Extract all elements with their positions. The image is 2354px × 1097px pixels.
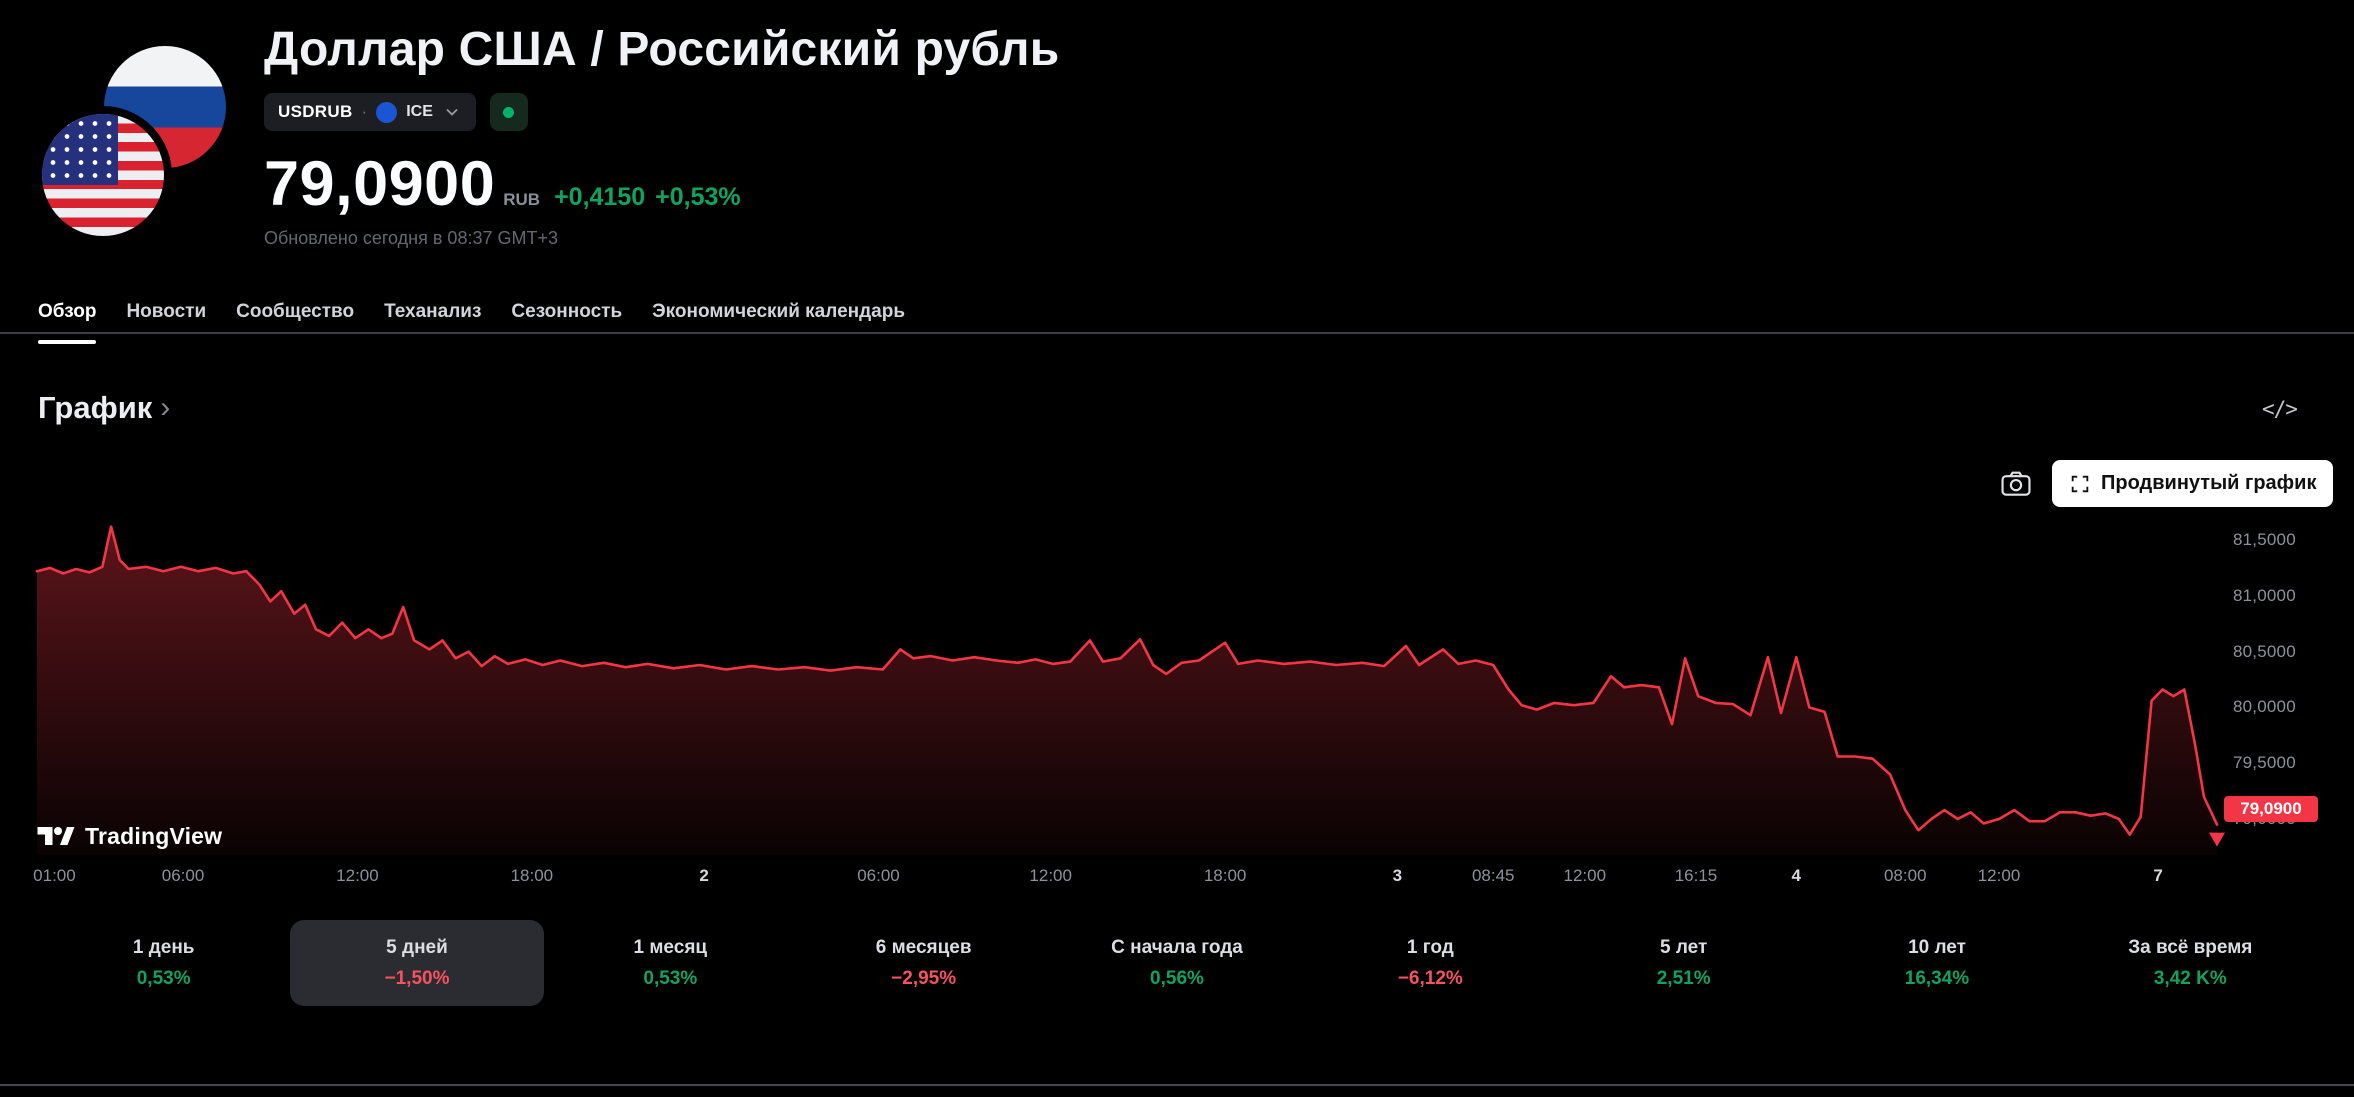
tab-news[interactable]: Новости <box>126 301 207 322</box>
x-axis-label: 4 <box>1791 866 1801 885</box>
market-status-button[interactable] <box>489 93 528 132</box>
market-open-dot-icon <box>503 106 515 118</box>
exchange-name: ICE <box>406 103 433 121</box>
y-axis-label: 80,5000 <box>2233 641 2296 661</box>
period-label: 1 день <box>132 936 195 958</box>
x-axis-label: 01:00 <box>33 866 76 885</box>
period-1-day[interactable]: 1 день 0,53% <box>37 920 290 1006</box>
period-1-year[interactable]: 1 год −6,12% <box>1304 920 1557 1006</box>
period-5-days[interactable]: 5 дней −1,50% <box>290 920 544 1006</box>
chevron-down-icon <box>446 109 458 116</box>
price-change: +0,4150 +0,53% <box>554 183 741 212</box>
tradingview-logo[interactable]: TradingView <box>36 822 222 850</box>
snapshot-camera-button[interactable] <box>1992 461 2040 509</box>
chart-section-link[interactable]: График › <box>38 390 170 426</box>
period-change: 0,53% <box>643 967 698 989</box>
period-label: За всё время <box>2128 936 2253 958</box>
price-chart[interactable]: 81,500081,000080,500080,000079,500079,00… <box>0 450 2354 890</box>
period-all-time[interactable]: За всё время 3,42 K% <box>2064 920 2317 1006</box>
period-selector: 1 день 0,53% 5 дней −1,50% 1 месяц 0,53% 6 мес… <box>37 920 2317 1006</box>
period-1-month[interactable]: 1 месяц 0,53% <box>544 920 797 1006</box>
x-axis-label: 3 <box>1392 866 1403 885</box>
chevron-right-icon: › <box>160 391 171 424</box>
x-axis-label: 12:00 <box>1977 866 2021 885</box>
fullscreen-corners-icon <box>2071 475 2089 492</box>
ice-exchange-icon <box>376 101 398 123</box>
period-change: 3,42 K% <box>2153 967 2227 989</box>
period-change: 2,51% <box>1656 967 1711 989</box>
price-direction-arrow-icon <box>2209 832 2225 847</box>
period-change: −1,50% <box>384 967 450 989</box>
period-label: 5 лет <box>1660 936 1708 958</box>
tab-community[interactable]: Сообщество <box>236 301 355 322</box>
last-price: 79,0900 <box>264 149 496 220</box>
us-flag-icon <box>34 106 172 244</box>
section-title: График <box>38 390 153 425</box>
x-axis-label: 08:00 <box>1883 866 1927 885</box>
period-label: 6 месяцев <box>875 936 972 958</box>
price-row: 79,0900 RUB +0,4150 +0,53% <box>264 153 1059 216</box>
symbol-logo <box>34 44 244 244</box>
x-axis-label: 12:00 <box>336 866 379 885</box>
x-axis-label: 12:00 <box>1029 866 1072 885</box>
x-axis-label: 7 <box>2153 866 2163 885</box>
period-label: С начала года <box>1111 936 1243 958</box>
advanced-chart-button[interactable]: Продвинутый график <box>2052 460 2334 507</box>
y-axis-label: 81,5000 <box>2233 530 2296 549</box>
page-title: Доллар США / Российский рубль <box>264 23 1060 76</box>
symbol-chip-row: USDRUB · ICE <box>264 93 1059 132</box>
y-axis-label: 79,5000 <box>2233 753 2296 773</box>
camera-icon <box>2001 471 2031 496</box>
x-axis-label: 12:00 <box>1563 866 1607 885</box>
x-axis-label: 18:00 <box>1203 866 1247 885</box>
period-label: 10 лет <box>1908 936 1966 958</box>
x-axis-label: 18:00 <box>510 866 554 885</box>
y-axis-label: 80,0000 <box>2233 697 2296 717</box>
x-axis-label: 06:00 <box>857 866 900 885</box>
tradingview-logo-icon <box>37 827 75 845</box>
x-axis-label: 08:45 <box>1471 866 1515 885</box>
tab-seasonality[interactable]: Сезонность <box>511 301 623 322</box>
currency-label: RUB <box>503 190 541 210</box>
period-10-years[interactable]: 10 лет 16,34% <box>1810 920 2063 1006</box>
advanced-chart-label: Продвинутый график <box>2101 472 2317 494</box>
tabs-divider <box>0 332 2354 334</box>
period-change: 0,56% <box>1150 967 1204 989</box>
period-change: 16,34% <box>1904 967 1970 989</box>
x-axis-label: 06:00 <box>161 866 205 885</box>
period-ytd[interactable]: С начала года 0,56% <box>1050 920 1303 1006</box>
embed-code-button[interactable]: </> <box>2256 396 2303 422</box>
chart-area-fill <box>37 526 2217 855</box>
symbol-code: USDRUB <box>278 102 353 122</box>
x-axis-label: 16:15 <box>1674 866 1718 885</box>
last-updated-text: Обновлено сегодня в 08:37 GMT+3 <box>264 228 558 249</box>
tab-technicals[interactable]: Теханализ <box>384 301 482 322</box>
period-change: 0,53% <box>136 967 191 989</box>
page-divider <box>0 1084 2354 1086</box>
tab-economic-calendar[interactable]: Экономический календарь <box>652 301 906 322</box>
current-price-badge: 79,0900 <box>2224 795 2318 822</box>
change-absolute: +0,4150 <box>554 183 646 212</box>
symbol-header: Доллар США / Российский рубль USDRUB · I… <box>264 22 1059 249</box>
period-label: 5 дней <box>386 936 448 958</box>
tab-overview[interactable]: Обзор <box>38 301 97 344</box>
period-label: 1 год <box>1406 936 1454 958</box>
separator-dot: · <box>361 102 368 122</box>
period-5-years[interactable]: 5 лет 2,51% <box>1557 920 1810 1006</box>
period-change: −6,12% <box>1397 967 1463 989</box>
change-percent: +0,53% <box>655 183 741 212</box>
chart-canvas[interactable] <box>0 450 2354 890</box>
us-flag-canton <box>42 114 118 185</box>
symbol-switcher-button[interactable]: USDRUB · ICE <box>264 93 476 132</box>
x-axis-label: 2 <box>699 866 709 885</box>
y-axis-label: 81,0000 <box>2233 585 2296 605</box>
chart-price-line <box>35 525 2219 836</box>
period-label: 1 месяц <box>633 936 708 958</box>
period-change: −2,95% <box>891 967 957 989</box>
section-tabs: Обзор Новости Сообщество Теханализ Сезонност… <box>38 301 906 344</box>
period-6-months[interactable]: 6 месяцев −2,95% <box>797 920 1050 1006</box>
tradingview-logo-text: TradingView <box>85 822 223 849</box>
